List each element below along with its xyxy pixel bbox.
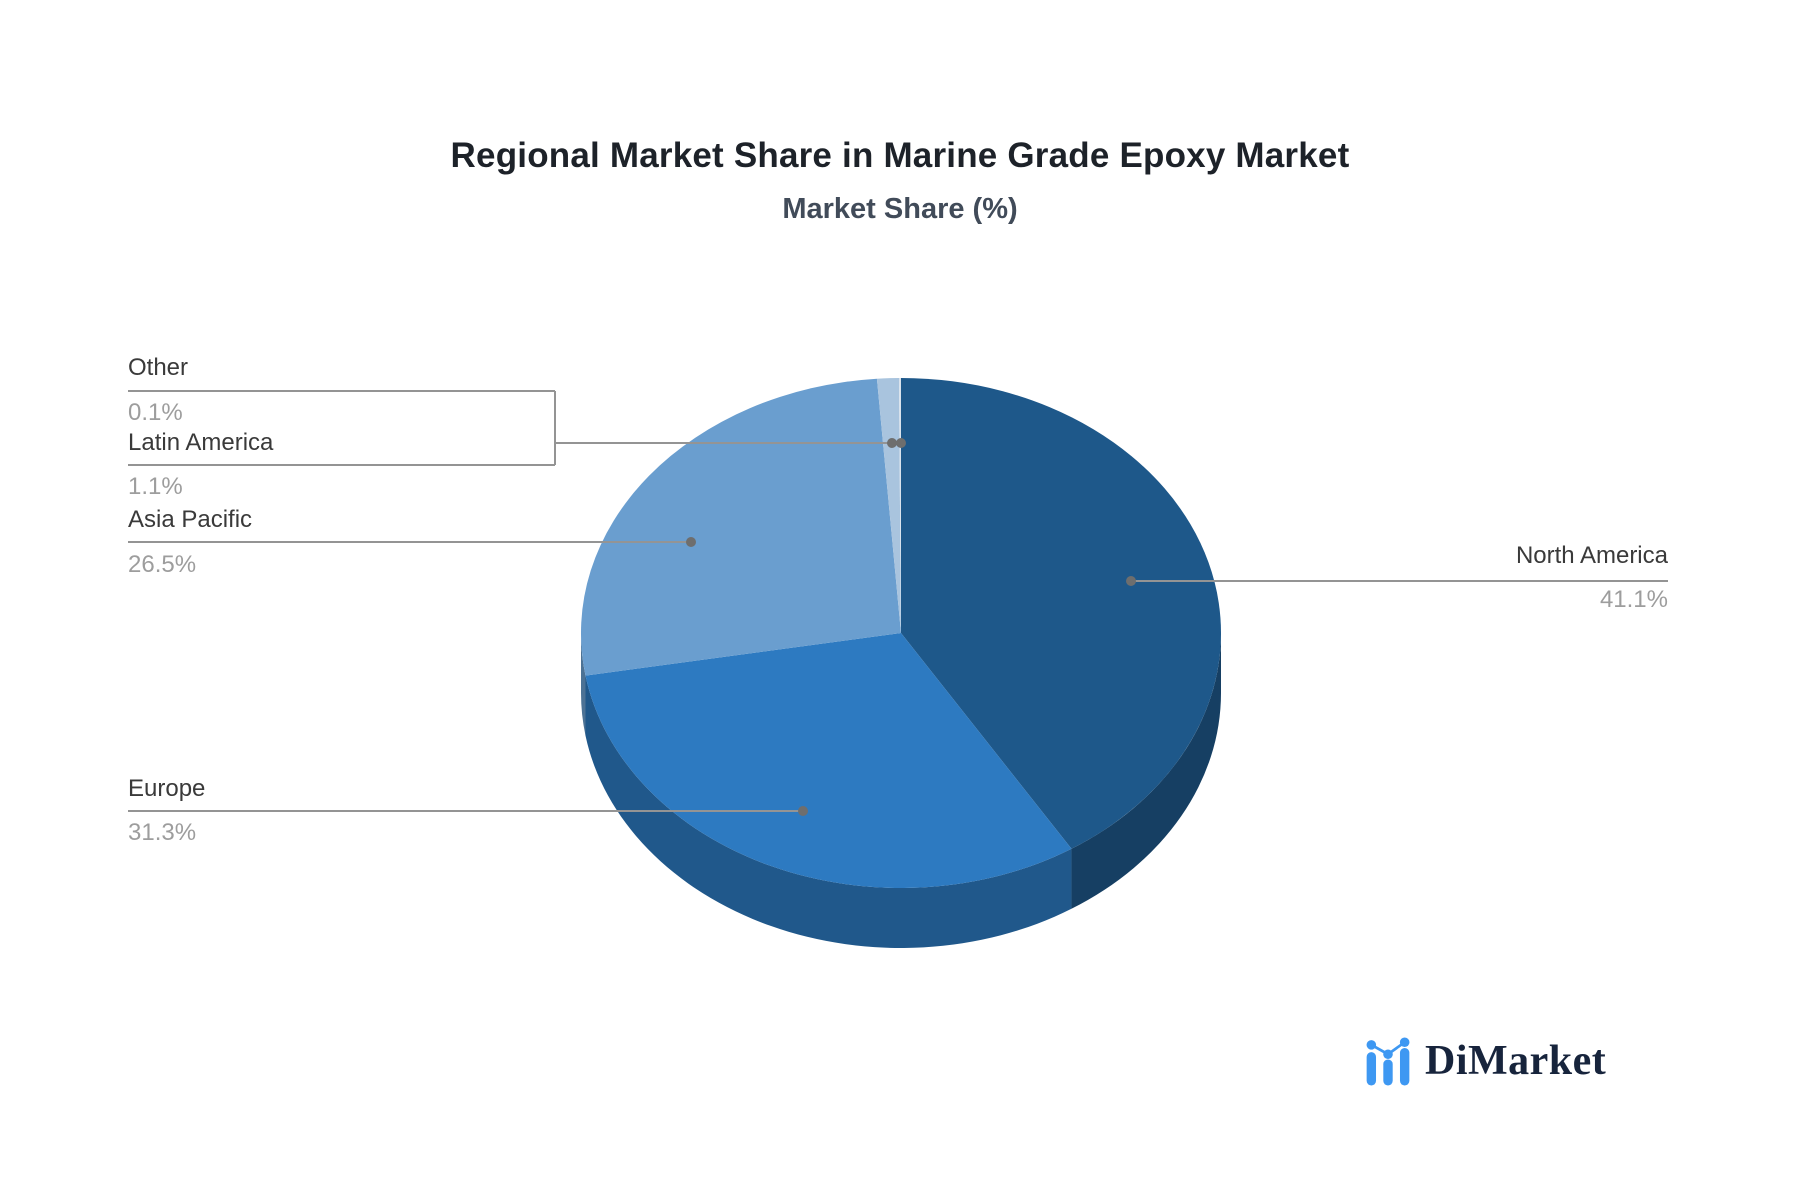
value-latin-america: 1.1%: [128, 473, 183, 500]
leader-dot: [887, 438, 897, 448]
dimarket-logo: DiMarket: [1364, 1036, 1606, 1086]
value-europe: 31.3%: [128, 819, 197, 846]
pie-slice-north-america: [901, 378, 1222, 849]
leader-dot: [798, 806, 808, 816]
pie-side-asia-pacific: [581, 633, 586, 736]
pie-side-europe: [585, 675, 1072, 949]
leader-dot: [896, 438, 906, 448]
label-north-america: North America: [1515, 542, 1668, 569]
pie-slice-europe: [585, 633, 1072, 889]
leader-dot: [1126, 576, 1136, 586]
leader-lines-layer: [128, 390, 1668, 816]
chart-title: Regional Market Share in Marine Grade Ep…: [450, 136, 1350, 175]
leader-dot: [686, 537, 696, 547]
pie-sides-layer: [581, 633, 1221, 949]
value-north-america: 41.1%: [1599, 586, 1668, 613]
label-asia-pacific: Asia Pacific: [128, 506, 253, 533]
pie-slice-asia-pacific: [580, 378, 901, 676]
chart-subtitle: Market Share (%): [782, 193, 1018, 225]
label-latin-america: Latin America: [128, 429, 274, 456]
pie-tops-layer: [580, 378, 1222, 889]
label-other: Other: [128, 354, 189, 381]
pie-side-north-america: [1071, 633, 1221, 909]
bar-line-chart-icon: [1366, 1037, 1410, 1086]
dimarket-wordmark: DiMarket: [1425, 1038, 1607, 1084]
label-europe: Europe: [128, 775, 206, 802]
value-other: 0.1%: [128, 399, 183, 426]
value-asia-pacific: 26.5%: [128, 551, 197, 578]
